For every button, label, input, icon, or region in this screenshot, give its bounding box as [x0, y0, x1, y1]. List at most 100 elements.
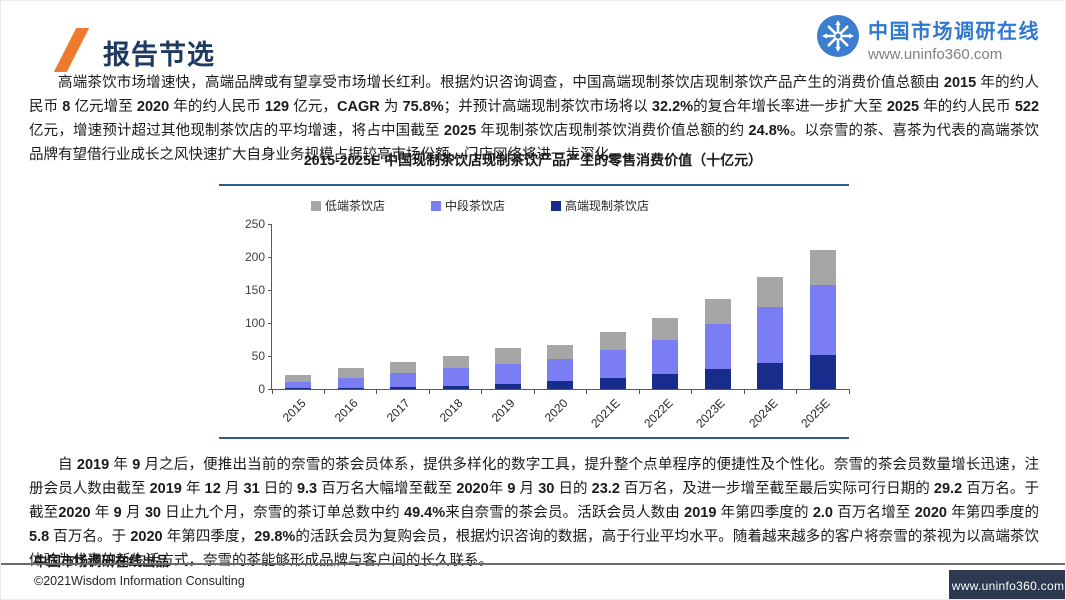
- bar-segment: [757, 276, 784, 307]
- stacked-bar: [442, 355, 469, 389]
- bar-segment: [547, 344, 574, 360]
- x-tick-mark: [586, 389, 588, 394]
- x-tick-mark: [323, 389, 325, 394]
- legend-swatch-icon: [431, 200, 442, 211]
- footer-site-link[interactable]: www.uninfo360.com: [949, 570, 1065, 599]
- x-tick-label: 2019: [489, 396, 518, 425]
- bar-segment: [390, 372, 417, 388]
- stacked-bar: [337, 368, 364, 389]
- stacked-bar: [495, 348, 522, 389]
- y-tick-label: 250: [244, 217, 265, 231]
- chart-category-slot: 2017: [377, 225, 429, 425]
- stacked-bar-chart: 低端茶饮店 中段茶饮店 高端现制茶饮店 2015 2016 2017 2018 2019 20…: [219, 184, 850, 439]
- bar-segment: [809, 285, 836, 355]
- chart-category-slot: 2024E: [744, 225, 796, 430]
- y-tick-label: 200: [244, 250, 265, 264]
- footer-copyright: ©2021Wisdom Information Consulting: [34, 574, 245, 588]
- chart-category-slot: 2019: [482, 225, 534, 425]
- stacked-bar: [652, 318, 679, 389]
- x-tick-label: 2024E: [745, 396, 781, 431]
- bar-segment: [495, 348, 522, 364]
- chart-category-slot: 2023E: [692, 225, 744, 430]
- chart-category-slot: 2018: [429, 225, 481, 425]
- paragraph-market-growth: 高端茶饮市场增速快，高端品牌或有望享受市场增长红利。根据灼识咨询调查，中国高端现…: [29, 75, 1040, 163]
- bar-segment: [442, 386, 469, 389]
- bar-segment: [704, 299, 731, 325]
- x-tick-label: 2016: [331, 396, 361, 425]
- chart-legend: 低端茶饮店 中段茶饮店 高端现制茶饮店: [219, 197, 849, 214]
- brand-name: 中国市场调研在线: [868, 21, 1040, 43]
- x-tick-label: 2022E: [640, 396, 676, 431]
- bar-segment: [285, 374, 312, 382]
- y-tick-mark: [268, 223, 272, 225]
- y-tick-label: 50: [251, 349, 265, 363]
- legend-label: 高端现制茶饮店: [565, 199, 650, 213]
- x-tick-label: 2015: [279, 396, 309, 425]
- paragraph-membership: 自 2019 年 9 月之后，便推出当前的奈雪的茶会员体系，提供多样化的数字工具…: [29, 457, 1040, 569]
- snowflake-logo-icon: [817, 15, 859, 57]
- bar-segment: [495, 383, 522, 389]
- legend-item: 中段茶饮店: [431, 197, 505, 214]
- y-tick-mark: [268, 289, 272, 291]
- x-tick-label: 2017: [384, 396, 414, 425]
- chart-slots: 2015 2016 2017 2018 2019 2020 2021E 2022E 2023E 2…: [271, 225, 850, 430]
- bar-segment: [337, 368, 364, 378]
- legend-item: 低端茶饮店: [311, 197, 385, 214]
- x-tick-label: 2020: [541, 396, 571, 425]
- x-tick-mark: [796, 389, 798, 394]
- footer-divider: [1, 563, 1065, 565]
- stacked-bar: [599, 332, 626, 389]
- bar-segment: [809, 354, 836, 389]
- page-title: 报告节选: [103, 40, 215, 70]
- x-tick-mark: [691, 389, 693, 394]
- bar-segment: [547, 380, 574, 389]
- legend-swatch-icon: [551, 200, 562, 211]
- stacked-bar: [547, 344, 574, 389]
- legend-swatch-icon: [311, 200, 321, 211]
- bar-segment: [652, 374, 679, 389]
- brand-url-link[interactable]: www.uninfo360.com: [868, 46, 1003, 63]
- bar-segment: [757, 306, 784, 363]
- x-tick-mark: [638, 389, 640, 394]
- bar-segment: [285, 388, 312, 389]
- x-tick-mark: [428, 389, 430, 394]
- chart-category-slot: 2022E: [639, 225, 691, 430]
- x-tick-label: 2018: [436, 396, 466, 425]
- chart-category-slot: 2021E: [587, 225, 639, 430]
- bar-segment: [442, 355, 469, 369]
- y-tick-mark: [268, 355, 272, 357]
- footer-produced-by: 中国市场调研在线出品: [34, 554, 169, 569]
- chart-category-slot: 2025E: [797, 225, 849, 430]
- y-tick-mark: [268, 322, 272, 324]
- x-tick-mark: [848, 389, 850, 394]
- bar-segment: [390, 362, 417, 373]
- x-tick-mark: [533, 389, 535, 394]
- bar-segment: [599, 350, 626, 378]
- stacked-bar: [704, 299, 731, 389]
- legend-label: 低端茶饮店: [325, 199, 386, 213]
- chart-category-slot: 2020: [534, 225, 586, 425]
- x-tick-label: 2021E: [588, 396, 623, 431]
- bar-segment: [652, 339, 679, 375]
- bar-segment: [337, 388, 364, 389]
- bar-segment: [599, 377, 626, 389]
- chart-category-slot: 2015: [272, 225, 324, 425]
- x-tick-label: 2025E: [798, 396, 833, 431]
- chart-title: 2015-2025E 中国现制茶饮店现制茶饮产品产生的零售消费价值（十亿元）: [303, 152, 763, 168]
- chart-category-slot: 2016: [324, 225, 376, 425]
- chart-plot: 2015 2016 2017 2018 2019 2020 2021E 2022E 2023E 2…: [245, 217, 850, 430]
- bar-segment: [704, 369, 731, 389]
- accent-slash-icon: [53, 28, 90, 72]
- bar-segment: [704, 324, 731, 370]
- bar-segment: [495, 363, 522, 384]
- x-tick-mark: [376, 389, 378, 394]
- y-tick-mark: [268, 256, 272, 258]
- y-tick-label: 150: [244, 283, 265, 297]
- bar-segment: [652, 318, 679, 340]
- x-tick-mark: [743, 389, 745, 394]
- bar-segment: [757, 363, 784, 389]
- bar-segment: [285, 381, 312, 389]
- bar-segment: [390, 387, 417, 389]
- x-tick-mark: [481, 389, 483, 394]
- stacked-bar: [390, 362, 417, 389]
